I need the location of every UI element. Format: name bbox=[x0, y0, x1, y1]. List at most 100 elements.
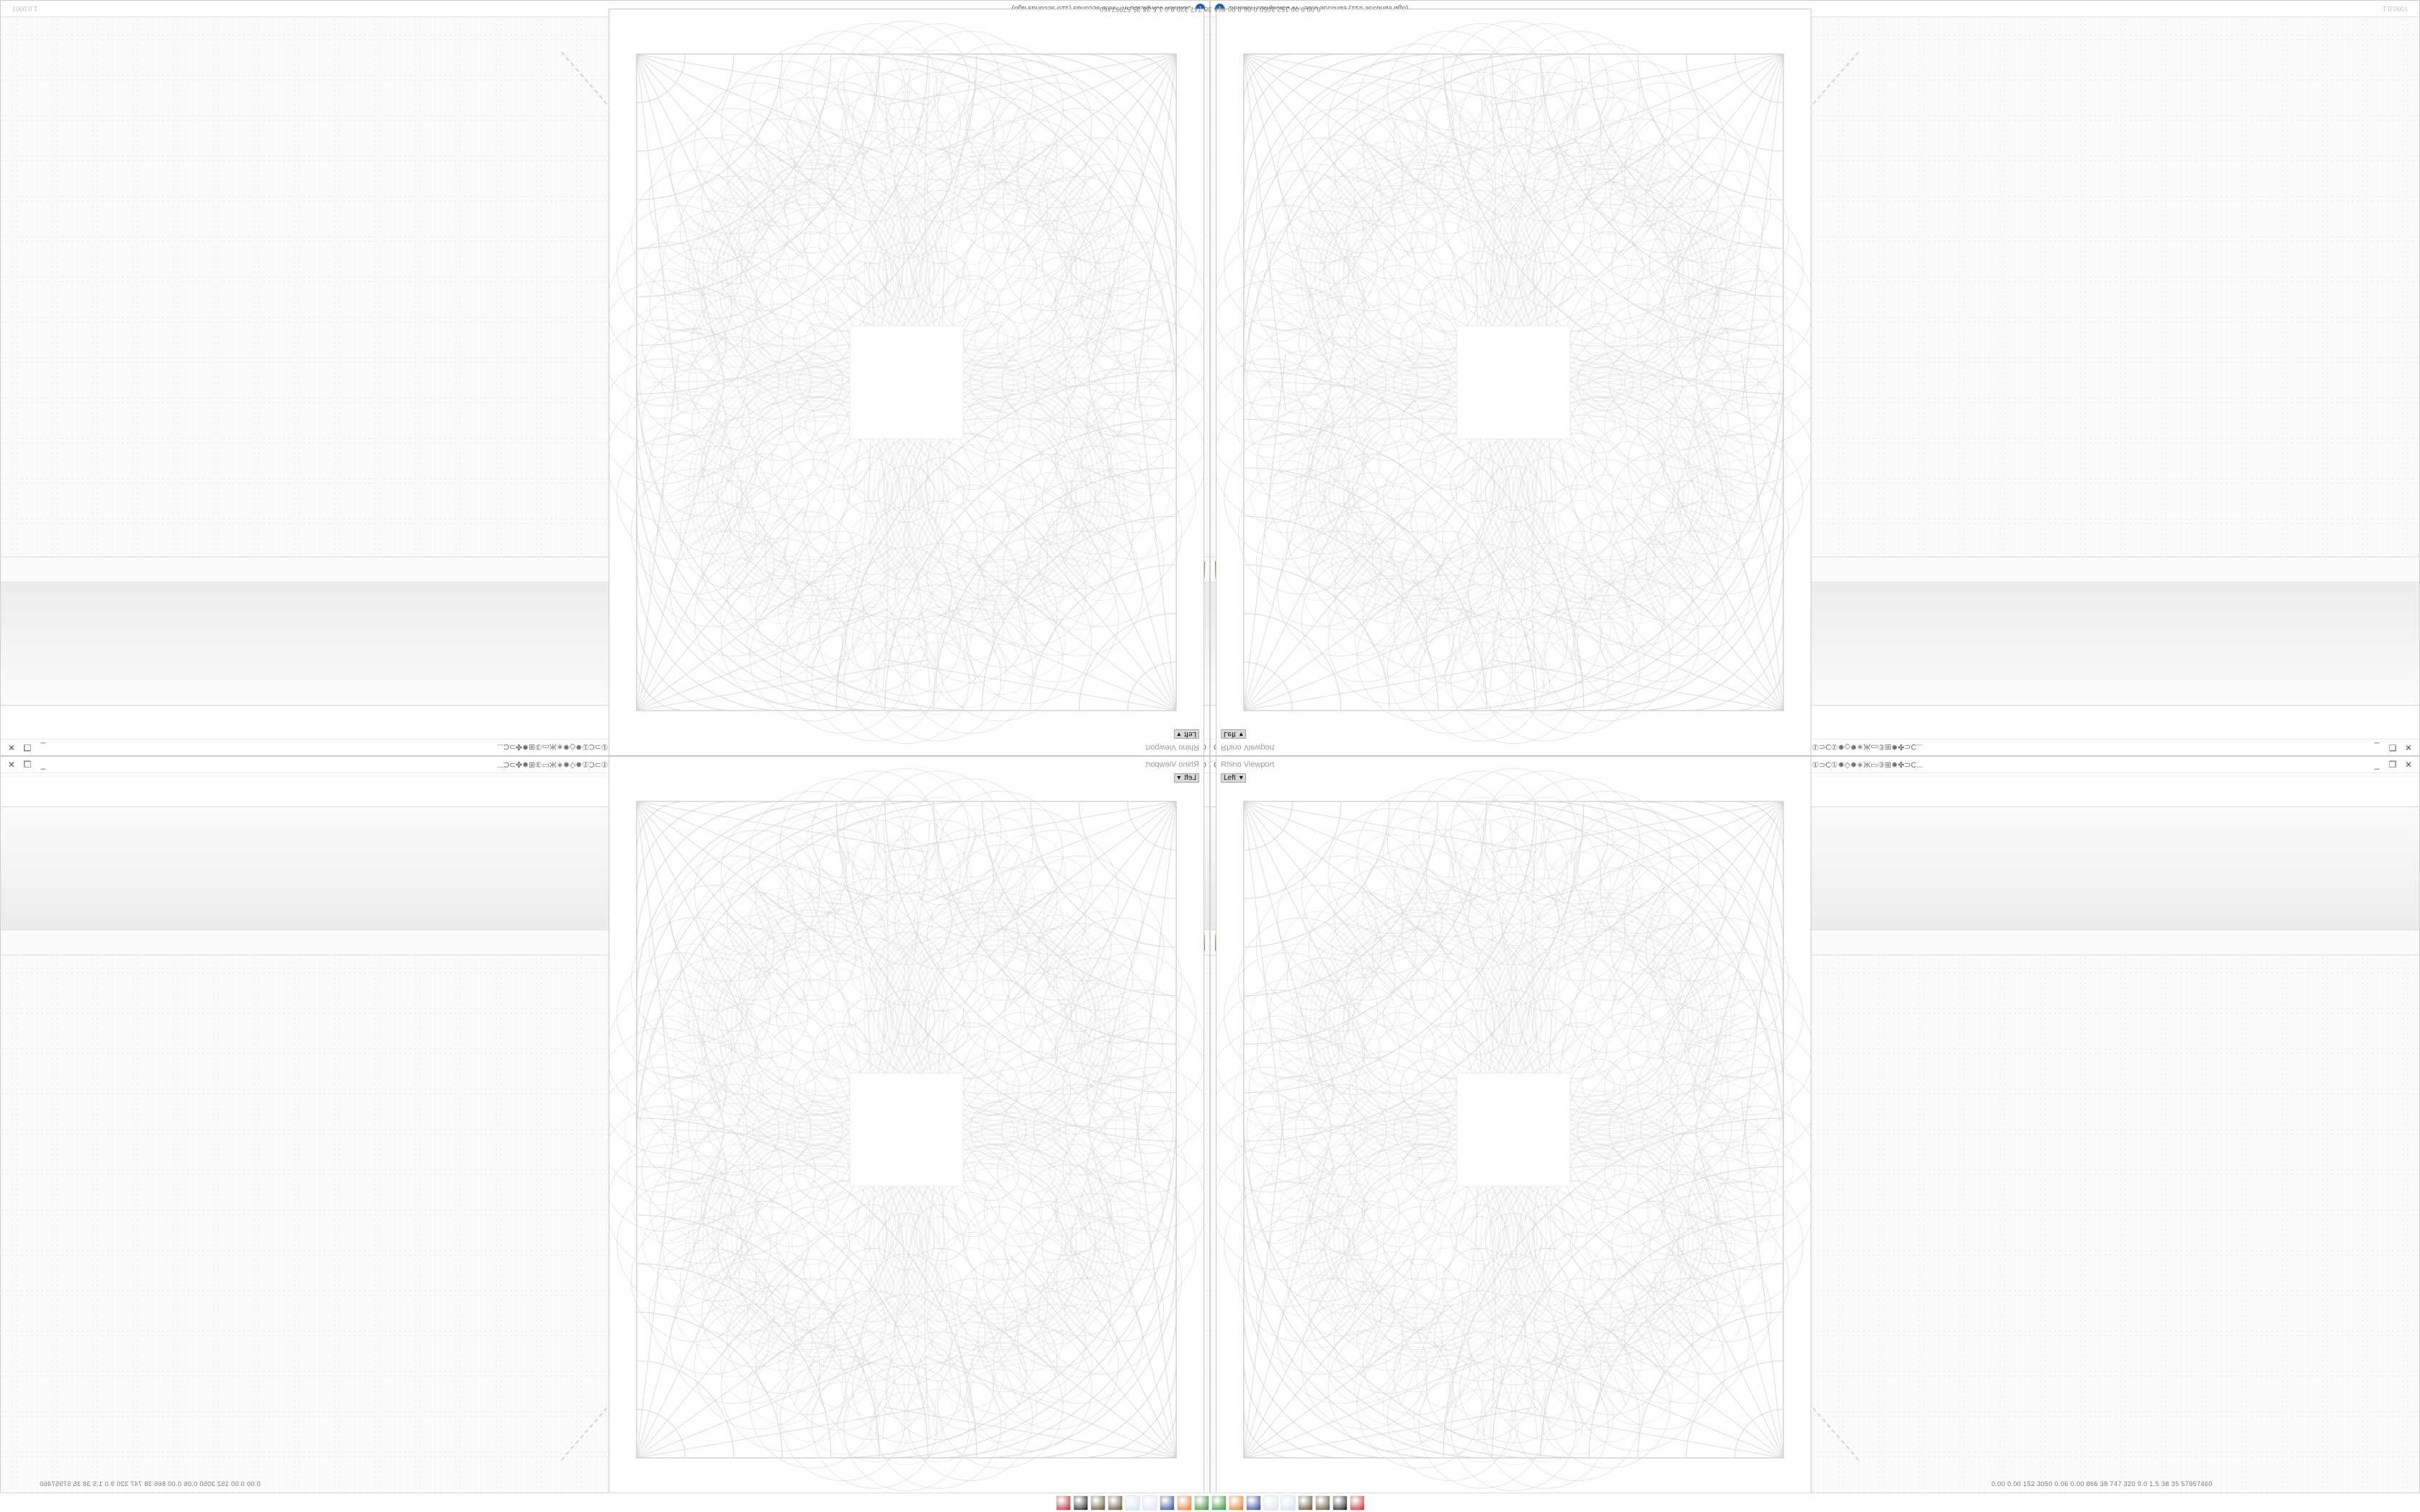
rhino-viewport-top-left[interactable] bbox=[609, 9, 1204, 756]
rhino-viewport-top-right[interactable] bbox=[1216, 9, 1811, 756]
geometry-curve bbox=[1240, 1015, 1314, 1089]
geometry-curve bbox=[1504, 1139, 1699, 1334]
geometry-curve bbox=[1386, 608, 1513, 734]
maximize-icon[interactable]: ❐ bbox=[23, 742, 32, 752]
geometry-curve bbox=[885, 71, 995, 181]
maximize-icon[interactable]: ❐ bbox=[2388, 760, 2397, 770]
geometry-curve bbox=[1531, 822, 1602, 1207]
geometry-curve bbox=[1309, 198, 1373, 262]
geometry-curve bbox=[1295, 145, 1556, 406]
close-icon[interactable]: ✕ bbox=[7, 742, 16, 752]
geometry-curve bbox=[1608, 1092, 1683, 1167]
feather-icon[interactable] bbox=[1072, 1495, 1088, 1511]
geometry-curve bbox=[1127, 53, 1177, 103]
walnut-icon[interactable] bbox=[1090, 1495, 1106, 1511]
geometry-curve bbox=[720, 275, 774, 329]
rhino-viewport-bottom-right[interactable] bbox=[1216, 756, 1811, 1503]
geometry-curve bbox=[887, 168, 1101, 382]
geometry-curve bbox=[718, 174, 1010, 350]
geometry-curve bbox=[1096, 231, 1170, 305]
firefox-icon[interactable] bbox=[1176, 1495, 1192, 1511]
geometry-curve bbox=[675, 163, 748, 238]
geometry-curve bbox=[1490, 801, 1784, 853]
maximize-icon[interactable]: ❐ bbox=[2388, 742, 2397, 752]
geometry-curve bbox=[1243, 467, 1487, 711]
geometry-curve bbox=[1243, 1409, 1293, 1459]
geometry-curve bbox=[1540, 804, 1614, 878]
geometry-curve bbox=[889, 1001, 923, 1035]
geometry-curve bbox=[749, 595, 876, 721]
viewport-canvas[interactable] bbox=[609, 757, 1204, 1503]
geometry-curve bbox=[778, 1328, 842, 1392]
windows-taskbar[interactable] bbox=[0, 1493, 2420, 1512]
geometry-curve bbox=[811, 615, 938, 742]
geometry-curve bbox=[1264, 495, 1338, 569]
geometry-curve bbox=[894, 130, 986, 222]
notepad-icon[interactable] bbox=[1280, 1495, 1296, 1511]
geometry-curve bbox=[1038, 138, 1165, 264]
text-icon[interactable] bbox=[1263, 1495, 1278, 1511]
geometry-curve bbox=[609, 280, 726, 407]
geometry-curve bbox=[794, 531, 887, 623]
rhino-icon[interactable] bbox=[1055, 1495, 1071, 1511]
minimize-icon[interactable]: _ bbox=[40, 760, 46, 770]
geometry-curve bbox=[617, 204, 743, 331]
geometry-curve bbox=[1656, 315, 1710, 369]
notepad-icon[interactable] bbox=[1124, 1495, 1140, 1511]
geometry-curve bbox=[864, 1106, 1125, 1367]
geometry-curve bbox=[735, 940, 902, 1106]
save64-icon[interactable] bbox=[1245, 1495, 1261, 1511]
geometry-curve bbox=[1078, 801, 1177, 899]
geometry-curve bbox=[1243, 1312, 1390, 1459]
walnut-icon[interactable] bbox=[1107, 1495, 1123, 1511]
geometry-curve bbox=[1650, 1304, 1724, 1378]
geometry-curve bbox=[1056, 170, 1183, 296]
text-icon[interactable] bbox=[1142, 1495, 1157, 1511]
geometry-curve bbox=[731, 935, 907, 1111]
geometry-curve bbox=[951, 500, 995, 544]
rhino-red-icon[interactable] bbox=[1349, 1495, 1365, 1511]
geometry-curve bbox=[1127, 801, 1177, 851]
geometry-render bbox=[1216, 20, 1811, 744]
geometry-curve bbox=[818, 584, 928, 693]
geometry-curve bbox=[1525, 829, 1634, 937]
geometry-curve bbox=[792, 106, 1015, 392]
viewport-canvas[interactable] bbox=[1216, 9, 1811, 755]
geometry-curve bbox=[1448, 842, 1512, 906]
geometry-curve bbox=[1413, 1381, 1487, 1455]
geometry-curve bbox=[1393, 829, 1502, 937]
walnut-icon[interactable] bbox=[1297, 1495, 1313, 1511]
geometry-curve bbox=[691, 1043, 783, 1135]
minimize-icon[interactable]: _ bbox=[40, 742, 46, 752]
geometry-curve bbox=[835, 937, 910, 1012]
geometry-curve bbox=[1650, 557, 1724, 631]
geometry-curve bbox=[1243, 53, 1438, 248]
maximize-icon[interactable]: ❐ bbox=[23, 760, 32, 770]
firefox-icon[interactable] bbox=[1228, 1495, 1244, 1511]
geometry-curve bbox=[1359, 1107, 1403, 1152]
geometry-curve bbox=[874, 838, 938, 902]
viewport-canvas[interactable] bbox=[1216, 757, 1811, 1503]
geometry-curve bbox=[838, 642, 911, 716]
close-icon[interactable]: ✕ bbox=[2404, 760, 2413, 770]
terminal-icon[interactable] bbox=[1193, 1495, 1209, 1511]
minimize-icon[interactable]: _ bbox=[2374, 742, 2380, 752]
rhino-viewport-bottom-left[interactable] bbox=[609, 756, 1204, 1503]
geometry-curve bbox=[1039, 275, 1093, 329]
close-icon[interactable]: ✕ bbox=[7, 760, 16, 770]
walnut-icon[interactable] bbox=[1314, 1495, 1330, 1511]
geometry-curve bbox=[1637, 1125, 1729, 1217]
terminal-icon[interactable] bbox=[1211, 1495, 1227, 1511]
geometry-curve bbox=[1301, 829, 1428, 956]
minimize-icon[interactable]: _ bbox=[2374, 760, 2380, 770]
save-icon[interactable] bbox=[1159, 1495, 1175, 1511]
viewport-canvas[interactable] bbox=[609, 9, 1204, 755]
geometry-curve bbox=[1319, 1130, 1533, 1344]
geometry-curve bbox=[1386, 1355, 1513, 1482]
geometry-curve bbox=[1645, 1248, 1772, 1374]
feather-icon[interactable] bbox=[1332, 1495, 1348, 1511]
close-icon[interactable]: ✕ bbox=[2404, 742, 2413, 752]
geometry-curve bbox=[887, 382, 1101, 596]
geometry-curve bbox=[1509, 49, 1582, 123]
geometry-curve bbox=[864, 359, 1125, 620]
